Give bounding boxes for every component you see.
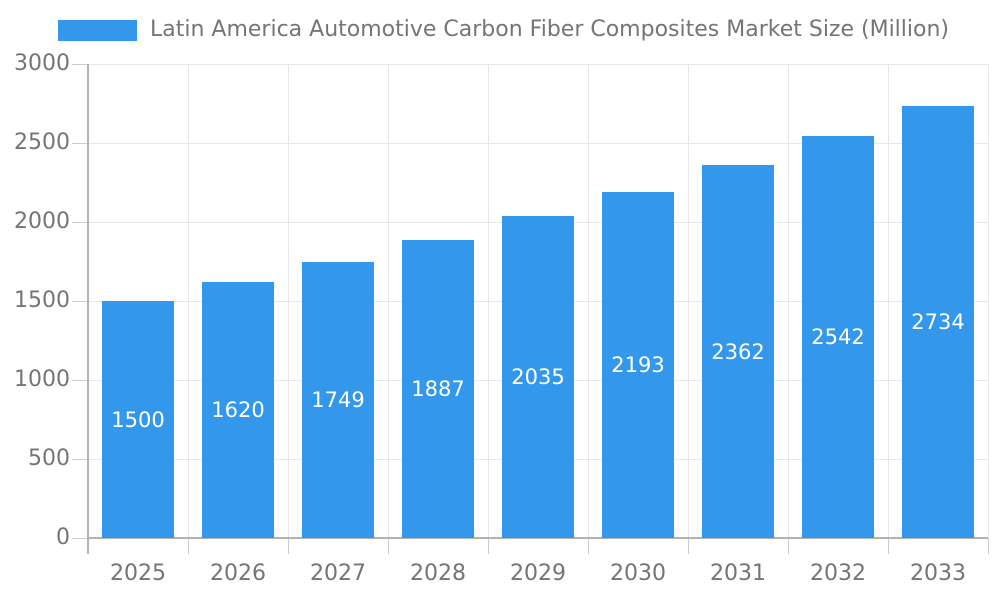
y-axis-tick-label: 500 <box>28 446 70 471</box>
gridline-horizontal <box>88 63 988 65</box>
plot-area: 1500 1620 1749 1887 2035 2193 2362 2542 2734 <box>72 63 989 554</box>
y-axis-tick <box>72 142 88 144</box>
gridline-vertical <box>387 64 389 538</box>
x-axis-tick-label: 2030 <box>610 561 666 586</box>
bar-value-label: 2035 <box>511 365 565 389</box>
gridline-vertical <box>887 64 889 538</box>
gridline-vertical <box>287 64 289 538</box>
gridline-vertical <box>187 64 189 538</box>
x-axis-tick-label: 2033 <box>910 561 966 586</box>
x-axis-tick <box>287 538 289 554</box>
x-axis-tick <box>887 538 889 554</box>
y-axis-tick <box>72 300 88 302</box>
x-axis-tick-label: 2029 <box>510 561 566 586</box>
gridline-vertical <box>987 64 989 538</box>
x-axis-tick-label: 2031 <box>710 561 766 586</box>
y-axis-tick-label: 1500 <box>14 288 70 313</box>
chart-legend-item[interactable]: Latin America Automotive Carbon Fiber Co… <box>58 16 949 44</box>
gridline-horizontal <box>88 142 988 144</box>
x-axis-tick <box>987 538 989 554</box>
bar-2029: 2035 <box>502 216 574 538</box>
y-axis-tick-label: 0 <box>56 525 70 550</box>
bar-value-label: 1749 <box>311 388 365 412</box>
x-axis-tick-label: 2025 <box>110 561 166 586</box>
x-axis-line <box>88 537 988 539</box>
gridline-vertical <box>487 64 489 538</box>
x-axis-tick-label: 2028 <box>410 561 466 586</box>
bar-value-label: 2193 <box>611 353 665 377</box>
bar-2031: 2362 <box>702 165 774 538</box>
bar-value-label: 1620 <box>211 398 265 422</box>
x-axis-tick <box>687 538 689 554</box>
x-axis-tick <box>787 538 789 554</box>
y-axis-tick-label: 2500 <box>14 130 70 155</box>
x-axis-tick-label: 2027 <box>310 561 366 586</box>
bar-2030: 2193 <box>602 192 674 538</box>
bar-2028: 1887 <box>402 240 474 538</box>
y-axis-tick <box>72 537 88 539</box>
y-axis-tick-label: 2000 <box>14 209 70 234</box>
x-axis-tick-label: 2026 <box>210 561 266 586</box>
bar-2026: 1620 <box>202 282 274 538</box>
y-axis-tick-label: 1000 <box>14 367 70 392</box>
x-axis-tick-label: 2032 <box>810 561 866 586</box>
y-axis-tick <box>72 458 88 460</box>
y-axis-tick <box>72 221 88 223</box>
bar-value-label: 2734 <box>911 310 965 334</box>
y-axis-tick <box>72 379 88 381</box>
legend-swatch <box>58 19 137 41</box>
gridline-vertical <box>587 64 589 538</box>
y-axis-tick <box>72 63 88 65</box>
bar-value-label: 1500 <box>111 407 165 432</box>
bar-2032: 2542 <box>802 136 874 538</box>
x-axis-tick <box>387 538 389 554</box>
bar-value-label: 2542 <box>811 325 865 349</box>
legend-label: Latin America Automotive Carbon Fiber Co… <box>150 17 950 42</box>
bar-value-label: 1887 <box>411 377 465 401</box>
gridline-vertical <box>787 64 789 538</box>
y-axis-tick-label: 3000 <box>14 51 70 76</box>
bar-2027: 1749 <box>302 262 374 538</box>
gridline-vertical <box>687 64 689 538</box>
bar-2025: 1500 <box>102 301 174 538</box>
x-axis-tick <box>187 538 189 554</box>
y-axis-line <box>87 64 89 554</box>
x-axis-tick <box>487 538 489 554</box>
x-axis-tick <box>587 538 589 554</box>
bar-2033: 2734 <box>902 106 974 538</box>
bar-value-label: 2362 <box>711 339 765 364</box>
